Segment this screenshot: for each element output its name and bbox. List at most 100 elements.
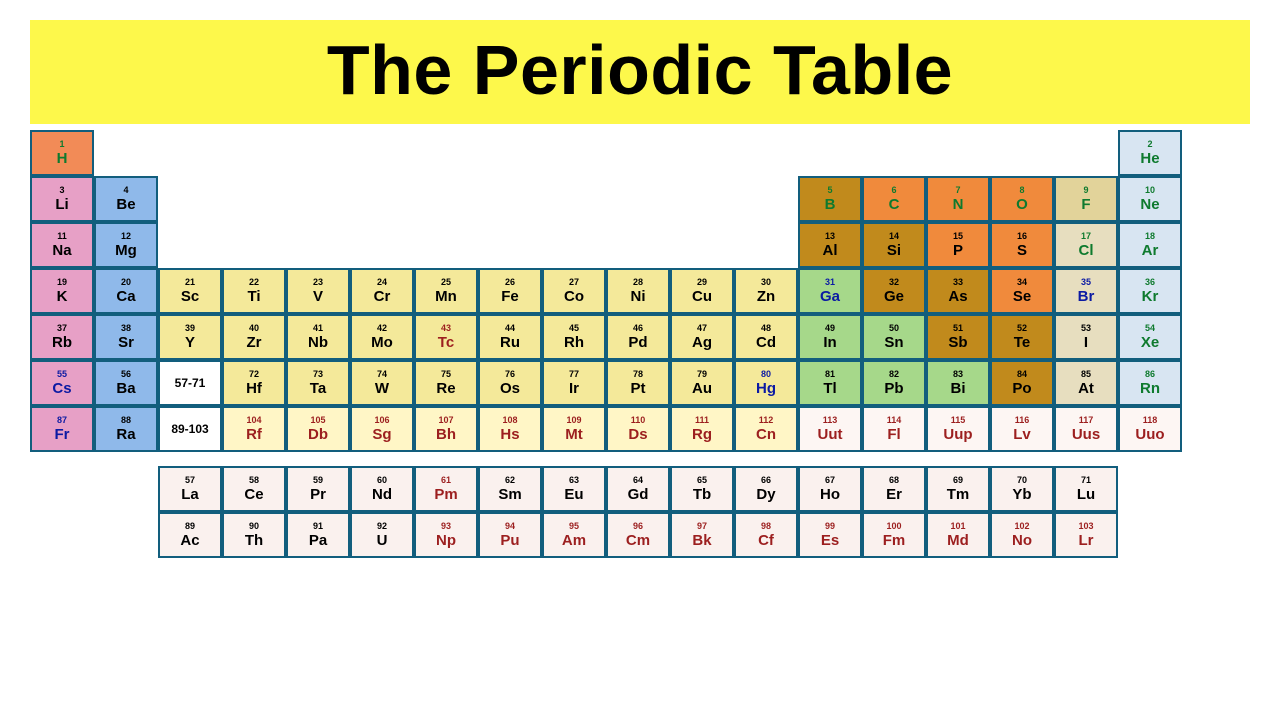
element-number: 35 [1081,278,1091,287]
element-symbol: Md [947,533,969,548]
element-xe: 54Xe [1118,314,1182,360]
element-number: 77 [569,370,579,379]
element-symbol: Te [1014,335,1030,350]
element-number: 41 [313,324,323,333]
element-symbol: Hf [246,381,262,396]
element-pd: 46Pd [606,314,670,360]
element-symbol: F [1081,197,1090,212]
element-sm: 62 Sm [478,466,542,512]
element-rn: 86Rn [1118,360,1182,406]
element-symbol: Au [692,381,712,396]
element-number: 62 [505,476,515,485]
element-symbol: Ho [820,487,840,502]
element-in: 49In [798,314,862,360]
element-symbol: Am [562,533,586,548]
element-symbol: Fl [887,427,900,442]
element-number: 107 [438,416,453,425]
element-symbol: 89-103 [171,423,208,435]
element-symbol: Mt [565,427,583,442]
element-symbol: Db [308,427,328,442]
element-number: 93 [441,522,451,531]
element-number: 102 [1014,522,1029,531]
element-number: 70 [1017,476,1027,485]
element-number: 76 [505,370,515,379]
element-f: 9F [1054,176,1118,222]
element-no: 102No [990,512,1054,558]
element-number: 108 [502,416,517,425]
element-symbol: Y [185,335,195,350]
element-number: 30 [761,278,771,287]
element-te: 52Te [990,314,1054,360]
element-symbol: Ti [247,289,260,304]
element-symbol: Po [1012,381,1031,396]
element-number: 23 [313,278,323,287]
element-number: 26 [505,278,515,287]
element-lr: 103Lr [1054,512,1118,558]
element-symbol: Cn [756,427,776,442]
element-number: 94 [505,522,515,531]
element-number: 8 [1019,186,1024,195]
element-number: 99 [825,522,835,531]
element-number: 24 [377,278,387,287]
element-cr: 24Cr [350,268,414,314]
element-symbol: Pr [310,487,326,502]
element-number: 79 [697,370,707,379]
element-number: 87 [57,416,67,425]
element-symbol: Ca [116,289,135,304]
element-ta: 73Ta [286,360,350,406]
element-symbol: B [825,197,836,212]
element-symbol: Ne [1140,197,1159,212]
element-symbol: P [953,243,963,258]
element-ho: 67Ho [798,466,862,512]
element-number: 80 [761,370,771,379]
element-number: 104 [246,416,261,425]
element-uus: 117Uus [1054,406,1118,452]
element-symbol: Sm [498,487,521,502]
element-symbol: Ag [692,335,712,350]
element-number: 50 [889,324,899,333]
element-symbol: V [313,289,323,304]
element-number: 12 [121,232,131,241]
element-tc: 43Tc [414,314,478,360]
element-bk: 97Bk [670,512,734,558]
element-number: 65 [697,476,707,485]
element-number: 16 [1017,232,1027,241]
element-symbol: Uus [1072,427,1100,442]
element-er: 68Er [862,466,926,512]
element-ds: 110Ds [606,406,670,452]
element-ag: 47Ag [670,314,734,360]
element-symbol: Mg [115,243,137,258]
element-ca: 20Ca [94,268,158,314]
element-symbol: Mo [371,335,393,350]
element-symbol: Lu [1077,487,1095,502]
element-number: 86 [1145,370,1155,379]
element-number: 59 [313,476,323,485]
element-symbol: Cd [756,335,776,350]
element-number: 11 [57,232,67,241]
element-symbol: Bh [436,427,456,442]
element-zr: 40Zr [222,314,286,360]
element-symbol: Ir [569,381,579,396]
element-number: 9 [1083,186,1088,195]
element-b: 5B [798,176,862,222]
element-sg: 106Sg [350,406,414,452]
element-bi: 83Bi [926,360,990,406]
element-symbol: Nb [308,335,328,350]
element-symbol: Re [436,381,455,396]
element-symbol: Pm [434,487,457,502]
element-number: 69 [953,476,963,485]
element-c: 6C [862,176,926,222]
element-rh: 45Rh [542,314,606,360]
element-number: 95 [569,522,579,531]
element-number: 4 [123,186,128,195]
element-symbol: Br [1078,289,1095,304]
element-db: 105Db [286,406,350,452]
element-ru: 44Ru [478,314,542,360]
element-ti: 22Ti [222,268,286,314]
element-number: 54 [1145,324,1155,333]
element-symbol: Rg [692,427,712,442]
element-symbol: Ru [500,335,520,350]
element-cu: 29Cu [670,268,734,314]
element-cn: 112Cn [734,406,798,452]
element-mg: 12 Mg [94,222,158,268]
